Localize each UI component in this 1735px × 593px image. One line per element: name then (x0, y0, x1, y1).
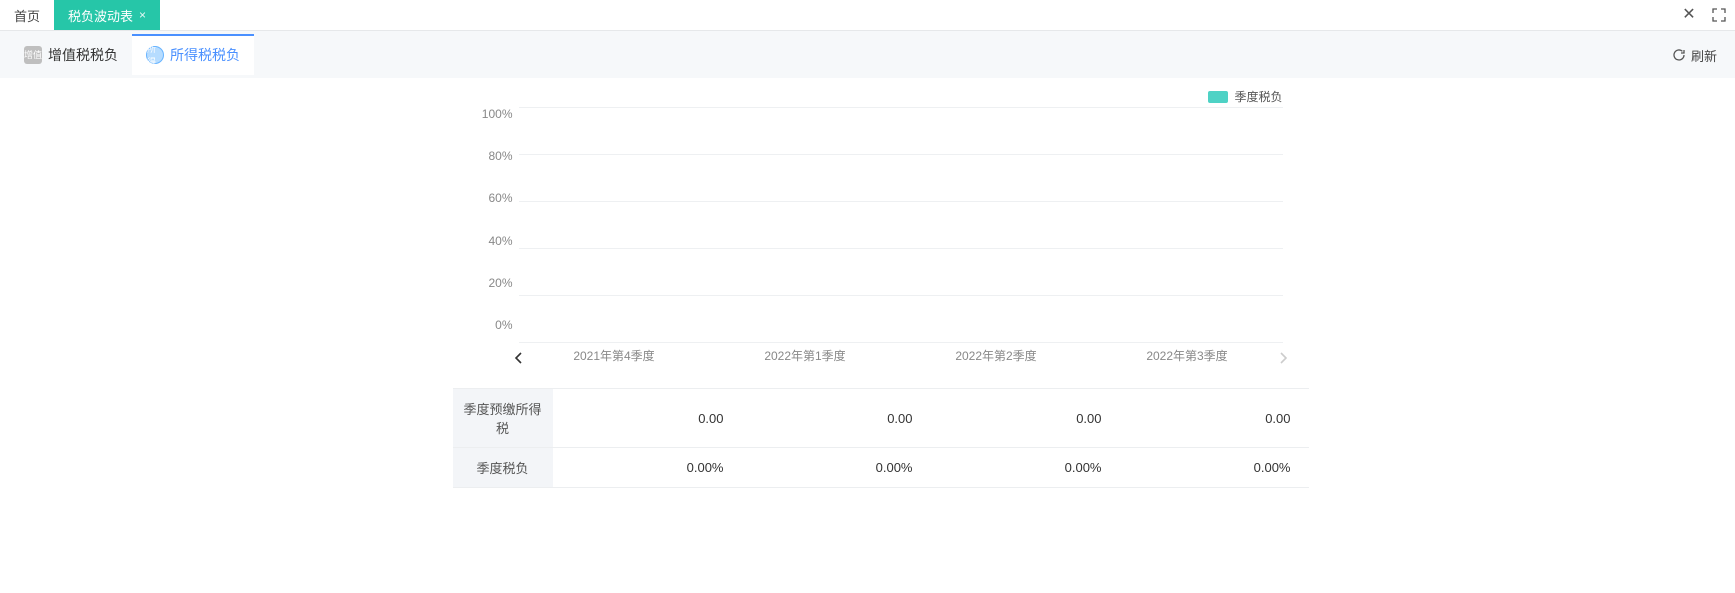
cell: 0.00% (931, 448, 1120, 488)
chart-x-axis: 2021年第4季度 2022年第1季度 2022年第2季度 2022年第3季度 (453, 342, 1283, 368)
cell: 0.00 (1120, 389, 1309, 448)
subtab-vat-label: 增值税税负 (48, 45, 118, 65)
refresh-icon (1672, 48, 1686, 62)
chart-legend: 季度税负 (453, 88, 1283, 105)
data-table: 季度预缴所得税 0.00 0.00 0.00 0.00 季度税负 0.00% 0… (453, 388, 1309, 488)
ytick: 60% (488, 191, 512, 205)
cell: 0.00% (1120, 448, 1309, 488)
fullscreen-icon (1712, 8, 1726, 22)
close-panel-button[interactable]: ✕ (1679, 5, 1699, 25)
fullscreen-button[interactable] (1709, 5, 1729, 25)
row-label: 季度预缴所得税 (453, 389, 553, 448)
cell: 0.00 (553, 389, 742, 448)
chart-y-axis: 100% 80% 60% 40% 20% 0% (453, 107, 513, 342)
tab-home[interactable]: 首页 (0, 0, 54, 30)
chart-next-button[interactable] (1278, 351, 1288, 368)
cell: 0.00 (742, 389, 931, 448)
ytick: 40% (488, 234, 512, 248)
row-label: 季度税负 (453, 448, 553, 488)
chart-grid (519, 107, 1283, 342)
chevron-right-icon (1278, 351, 1288, 365)
chart-plot: 100% 80% 60% 40% 20% 0% (453, 107, 1283, 342)
xlabel: 2021年第4季度 (519, 347, 710, 364)
refresh-button[interactable]: 刷新 (1672, 31, 1717, 79)
ytick: 80% (488, 149, 512, 163)
tab-home-label: 首页 (14, 6, 40, 25)
table-row: 季度预缴所得税 0.00 0.00 0.00 0.00 (453, 389, 1309, 448)
subtab-income-label: 所得税税负 (170, 45, 240, 65)
page-tabstrip: 首页 税负波动表 × ✕ (0, 0, 1735, 30)
ytick: 20% (488, 276, 512, 290)
xlabel: 2022年第1季度 (710, 347, 901, 364)
tab-tax-fluctuation[interactable]: 税负波动表 × (54, 0, 160, 30)
table-row: 季度税负 0.00% 0.00% 0.00% 0.00% (453, 448, 1309, 488)
legend-label: 季度税负 (1234, 88, 1282, 105)
tab-tax-fluctuation-label: 税负波动表 (68, 6, 133, 25)
cell: 0.00% (742, 448, 931, 488)
x-icon: ✕ (1682, 7, 1695, 23)
income-badge-icon: 所得 (146, 46, 164, 64)
ytick: 0% (495, 318, 512, 332)
subtab-vat[interactable]: 增值 增值税税负 (10, 35, 132, 75)
refresh-label: 刷新 (1691, 46, 1717, 65)
chart-area: 季度税负 100% 80% 60% 40% 20% 0% (453, 88, 1283, 488)
ytick: 100% (482, 107, 513, 121)
chart-x-labels: 2021年第4季度 2022年第1季度 2022年第2季度 2022年第3季度 (519, 347, 1283, 364)
close-icon[interactable]: × (139, 8, 146, 22)
vat-badge-icon: 增值 (24, 46, 42, 64)
xlabel: 2022年第3季度 (1092, 347, 1283, 364)
legend-swatch (1208, 91, 1228, 103)
cell: 0.00% (553, 448, 742, 488)
xlabel: 2022年第2季度 (901, 347, 1092, 364)
subtab-income-tax[interactable]: 所得 所得税税负 (132, 35, 254, 75)
cell: 0.00 (931, 389, 1120, 448)
sub-tabrow: 增值 增值税税负 所得 所得税税负 刷新 (0, 30, 1735, 78)
